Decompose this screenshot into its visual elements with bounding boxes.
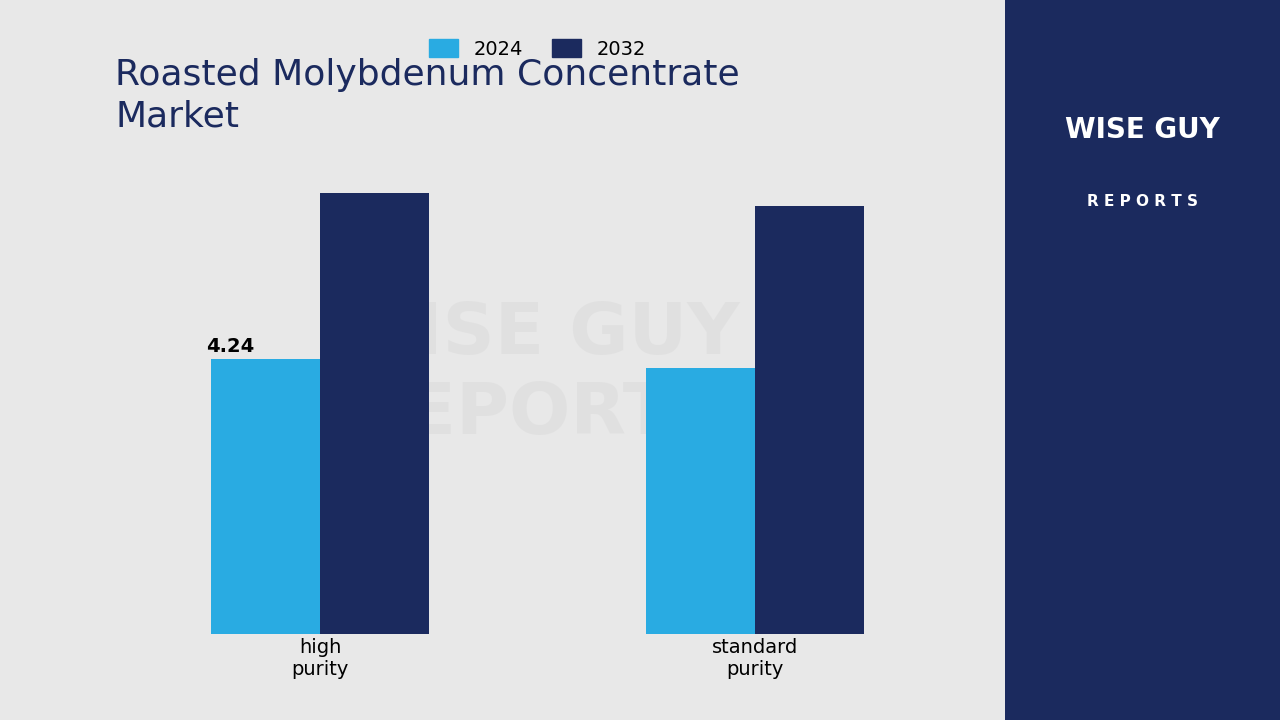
Text: WISE GUY: WISE GUY xyxy=(1065,116,1220,143)
Text: WISE GUY
REPORTS: WISE GUY REPORTS xyxy=(335,300,740,449)
Bar xyxy=(320,193,429,634)
Bar xyxy=(646,368,755,634)
Bar xyxy=(755,206,864,634)
Bar xyxy=(211,359,320,634)
Text: 4.24: 4.24 xyxy=(206,337,253,356)
Text: Roasted Molybdenum Concentrate
Market: Roasted Molybdenum Concentrate Market xyxy=(115,58,740,134)
Text: R E P O R T S: R E P O R T S xyxy=(1087,194,1198,209)
Legend: 2024, 2032: 2024, 2032 xyxy=(421,32,654,66)
